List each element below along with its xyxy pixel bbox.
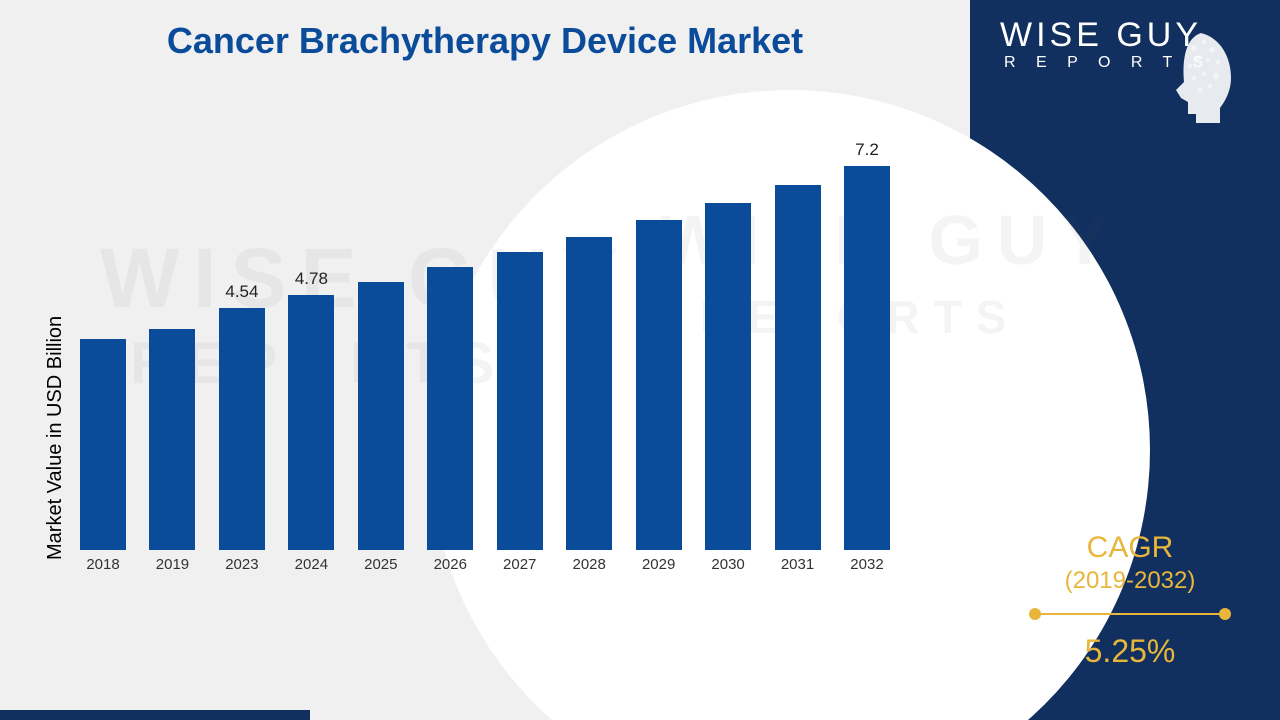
bar-rect xyxy=(775,185,821,550)
bar-chart: 4.54 4.78 7.2 2018 2019 2023 2024 2025 2026 2027… xyxy=(80,150,890,580)
cagr-title: CAGR xyxy=(980,531,1280,565)
brand-logo: WISE GUY R E P O R T S xyxy=(1000,18,1250,72)
bar-2019 xyxy=(149,329,195,550)
bar-2027 xyxy=(497,252,543,550)
bar-2029 xyxy=(636,220,682,550)
bar-rect xyxy=(288,295,334,550)
x-axis-labels: 2018 2019 2023 2024 2025 2026 2027 2028 2029 2030… xyxy=(80,556,890,580)
bar-rect xyxy=(705,203,751,550)
data-label-2024: 4.78 xyxy=(281,269,341,289)
cagr-divider-line xyxy=(1035,613,1225,615)
bar-2031 xyxy=(775,185,821,550)
bar-rect xyxy=(566,237,612,550)
bar-2028 xyxy=(566,237,612,550)
x-category: 2030 xyxy=(705,556,751,580)
x-category: 2026 xyxy=(427,556,473,580)
bar-rect xyxy=(497,252,543,550)
bar-2018 xyxy=(80,339,126,550)
bar-rect xyxy=(358,282,404,550)
chart-title: Cancer Brachytherapy Device Market xyxy=(0,20,970,62)
bar-2024: 4.78 xyxy=(288,295,334,550)
x-category: 2023 xyxy=(219,556,265,580)
bar-2023: 4.54 xyxy=(219,308,265,550)
data-label-2032: 7.2 xyxy=(837,140,897,160)
bottom-accent-bar xyxy=(0,710,310,720)
bar-2026 xyxy=(427,267,473,550)
cagr-value: 5.25% xyxy=(980,633,1280,670)
x-category: 2024 xyxy=(288,556,334,580)
bar-2030 xyxy=(705,203,751,550)
bar-rect xyxy=(149,329,195,550)
cagr-range: (2019-2032) xyxy=(980,567,1280,595)
x-category: 2028 xyxy=(566,556,612,580)
x-category: 2031 xyxy=(775,556,821,580)
data-label-2023: 4.54 xyxy=(212,282,272,302)
brand-head-icon xyxy=(1146,28,1236,128)
x-category: 2027 xyxy=(497,556,543,580)
x-category: 2029 xyxy=(636,556,682,580)
x-category: 2019 xyxy=(149,556,195,580)
x-category: 2018 xyxy=(80,556,126,580)
bar-rect xyxy=(427,267,473,550)
bar-2025 xyxy=(358,282,404,550)
bar-rect xyxy=(219,308,265,550)
bar-rect xyxy=(844,166,890,550)
bar-rect xyxy=(80,339,126,550)
bar-rect xyxy=(636,220,682,550)
bar-2032: 7.2 xyxy=(844,166,890,550)
x-category: 2025 xyxy=(358,556,404,580)
y-axis-label: Market Value in USD Billion xyxy=(44,316,67,560)
infographic-canvas: WISE GUY REPORTS WISE GUY REPORTS Cancer… xyxy=(0,0,1280,720)
bars-container: 4.54 4.78 7.2 xyxy=(80,150,890,550)
cagr-block: CAGR (2019-2032) 5.25% xyxy=(980,531,1280,670)
x-category: 2032 xyxy=(844,556,890,580)
